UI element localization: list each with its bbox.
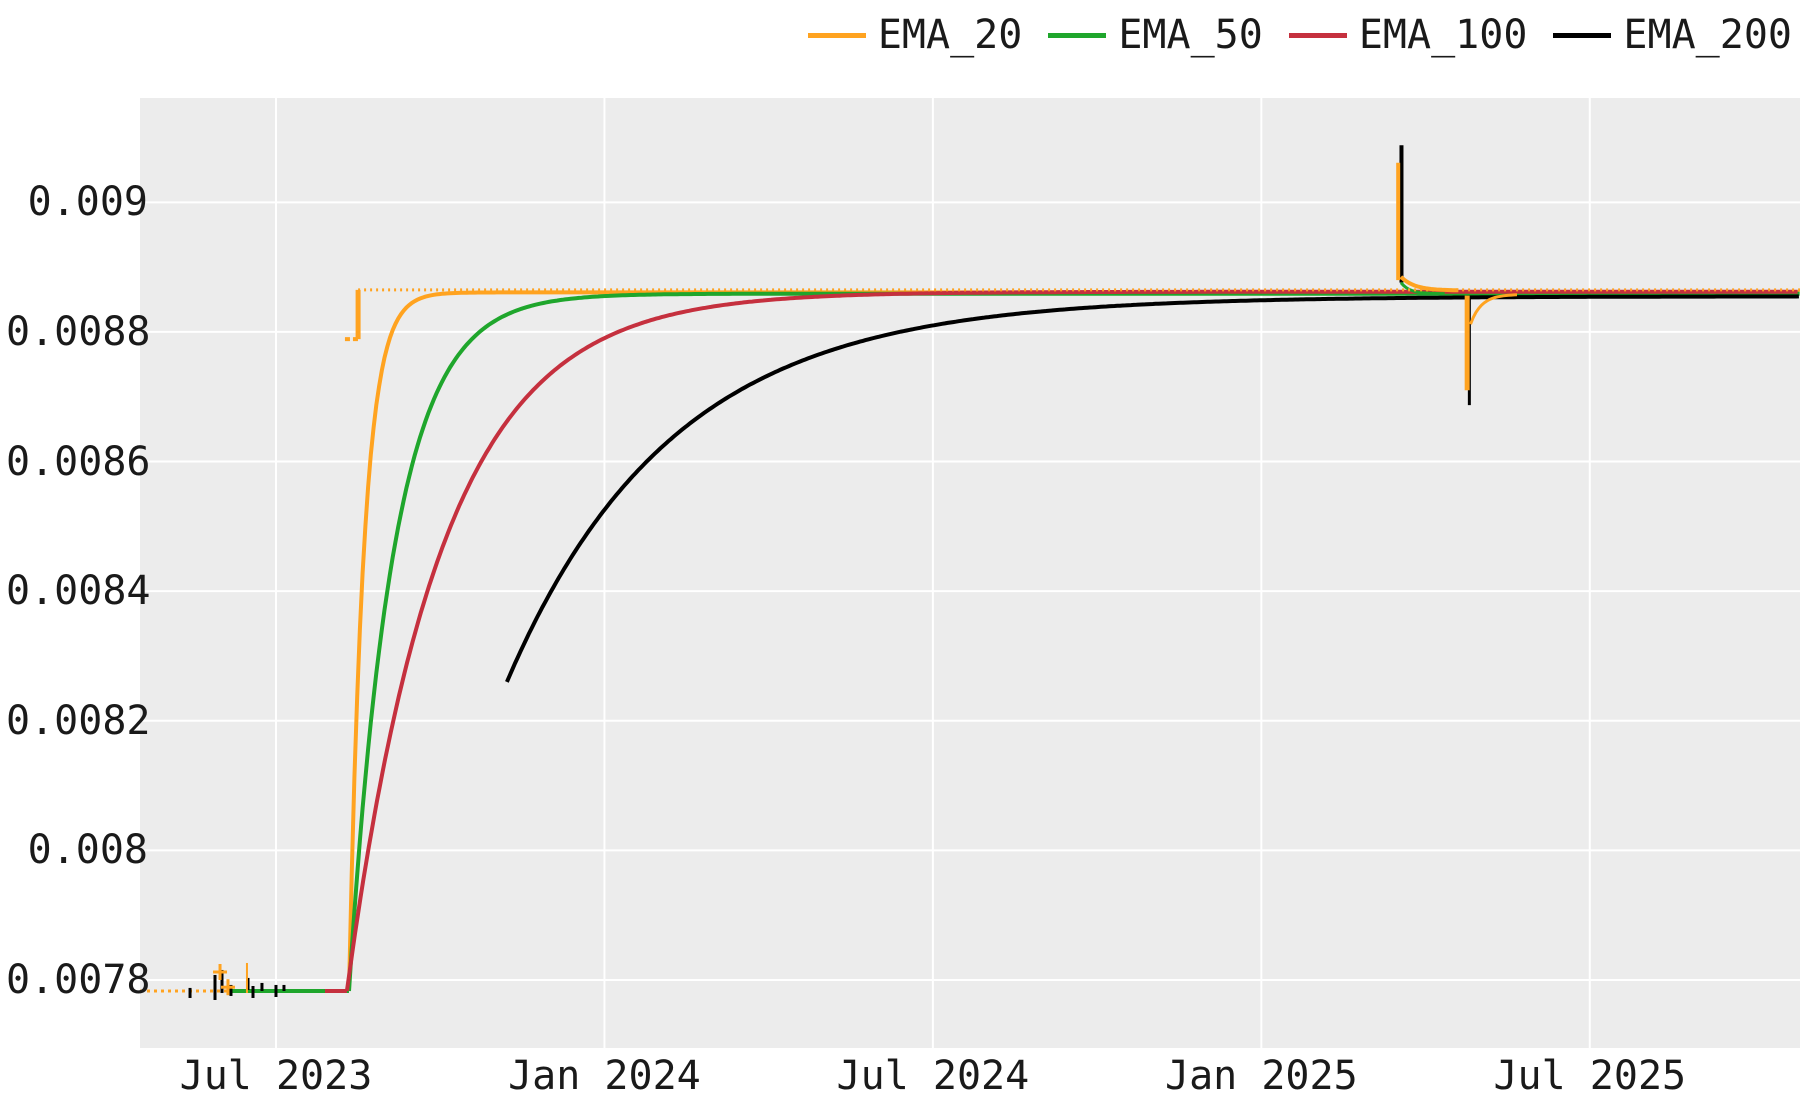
legend-line-swatch — [1288, 32, 1347, 38]
y-tick-label: 0.008 — [27, 827, 148, 874]
legend-label: EMA_200 — [1623, 12, 1792, 58]
legend-line-swatch — [807, 32, 866, 38]
legend-item-ema_200: EMA_200 — [1553, 12, 1792, 58]
x-tick-label: Jan 2024 — [508, 1053, 701, 1099]
legend-item-ema_20: EMA_20 — [807, 12, 1023, 58]
y-tick-label: 0.009 — [27, 179, 148, 226]
x-tick-label: Jul 2025 — [1493, 1053, 1687, 1099]
y-tick-label: 0.0084 — [6, 568, 151, 615]
legend-item-ema_100: EMA_100 — [1288, 12, 1528, 58]
x-tick-label: Jul 2024 — [836, 1053, 1030, 1099]
plot-area — [140, 98, 1800, 1048]
legend-label: EMA_100 — [1358, 12, 1528, 58]
series-ema_20-segment — [1399, 275, 1459, 293]
y-tick-label: 0.0088 — [6, 308, 151, 355]
legend-label: EMA_20 — [877, 12, 1023, 58]
price-marks — [188, 962, 286, 1000]
gridlines — [140, 98, 1800, 1048]
legend-line-swatch — [1553, 32, 1612, 38]
legend-label: EMA_50 — [1118, 12, 1263, 58]
legend: EMA_20 EMA_50 EMA_100 EMA_200 — [807, 12, 1792, 58]
x-tick-label: Jan 2025 — [1165, 1053, 1358, 1099]
series-ema_20-segment — [1469, 293, 1518, 325]
y-tick-label: 0.0082 — [6, 697, 151, 744]
legend-item-ema_50: EMA_50 — [1048, 12, 1263, 58]
series-ema_20-segment — [347, 290, 1800, 992]
x-tick-label: Jul 2023 — [179, 1053, 373, 1099]
series-ema_200-segment — [505, 294, 1799, 683]
y-tick-label: 0.0086 — [6, 438, 151, 485]
series-ema_50-segment — [347, 291, 1800, 992]
series-ema_100-segment — [344, 289, 1798, 992]
y-tick-label: 0.0078 — [6, 956, 151, 1003]
legend-line-swatch — [1048, 32, 1107, 38]
